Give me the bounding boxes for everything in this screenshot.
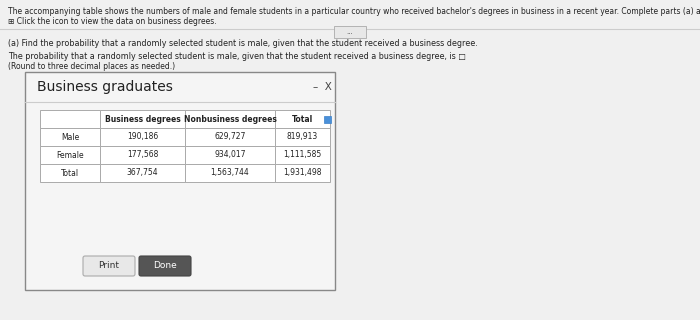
Text: 177,568: 177,568 [127,150,158,159]
FancyBboxPatch shape [275,128,330,146]
Text: 367,754: 367,754 [127,169,158,178]
Text: 1,563,744: 1,563,744 [211,169,249,178]
FancyBboxPatch shape [185,164,275,182]
Text: Print: Print [99,261,120,270]
FancyBboxPatch shape [185,128,275,146]
Text: ⊞ Click the icon to view the data on business degrees.: ⊞ Click the icon to view the data on bus… [8,17,216,26]
Text: (a) Find the probability that a randomly selected student is male, given that th: (a) Find the probability that a randomly… [8,39,477,48]
Text: ...: ... [346,29,354,35]
Text: Nonbusiness degrees: Nonbusiness degrees [183,115,276,124]
Text: –  X: – X [313,82,332,92]
Text: Done: Done [153,261,177,270]
FancyBboxPatch shape [83,256,135,276]
FancyBboxPatch shape [185,110,275,128]
FancyBboxPatch shape [25,72,335,290]
Text: Business degrees: Business degrees [104,115,181,124]
Text: (Round to three decimal places as needed.): (Round to three decimal places as needed… [8,62,175,71]
Text: 1,111,585: 1,111,585 [284,150,321,159]
FancyBboxPatch shape [185,146,275,164]
FancyBboxPatch shape [334,26,366,38]
Text: The accompanying table shows the numbers of male and female students in a partic: The accompanying table shows the numbers… [8,7,700,16]
FancyBboxPatch shape [40,128,100,146]
Text: Male: Male [61,132,79,141]
FancyBboxPatch shape [100,164,185,182]
Text: 190,186: 190,186 [127,132,158,141]
Text: Total: Total [292,115,313,124]
Text: 819,913: 819,913 [287,132,318,141]
Text: Total: Total [61,169,79,178]
FancyBboxPatch shape [275,110,330,128]
FancyBboxPatch shape [100,128,185,146]
Text: Female: Female [56,150,84,159]
Text: 934,017: 934,017 [214,150,246,159]
FancyBboxPatch shape [40,164,100,182]
Text: Business graduates: Business graduates [37,80,173,94]
FancyBboxPatch shape [275,164,330,182]
Text: 629,727: 629,727 [214,132,246,141]
FancyBboxPatch shape [100,146,185,164]
FancyBboxPatch shape [275,146,330,164]
Text: 1,931,498: 1,931,498 [284,169,322,178]
FancyBboxPatch shape [40,110,100,128]
FancyBboxPatch shape [139,256,191,276]
FancyBboxPatch shape [324,116,331,123]
Text: The probability that a randomly selected student is male, given that the student: The probability that a randomly selected… [8,52,466,61]
FancyBboxPatch shape [40,146,100,164]
FancyBboxPatch shape [100,110,185,128]
